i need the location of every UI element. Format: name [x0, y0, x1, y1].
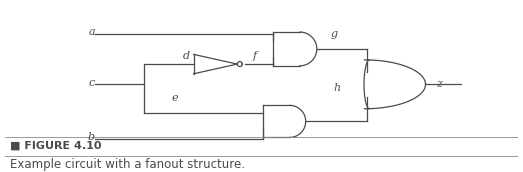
Text: ■ FIGURE 4.10: ■ FIGURE 4.10: [10, 141, 102, 151]
Text: c: c: [89, 78, 95, 88]
Text: h: h: [333, 83, 340, 93]
Text: b: b: [88, 132, 95, 142]
Text: d: d: [183, 51, 190, 61]
Text: e: e: [171, 93, 178, 103]
Text: f: f: [252, 51, 256, 61]
Text: a: a: [88, 27, 95, 37]
Text: z: z: [436, 79, 441, 89]
Text: g: g: [331, 29, 338, 39]
Text: Example circuit with a fanout structure.: Example circuit with a fanout structure.: [10, 158, 245, 171]
